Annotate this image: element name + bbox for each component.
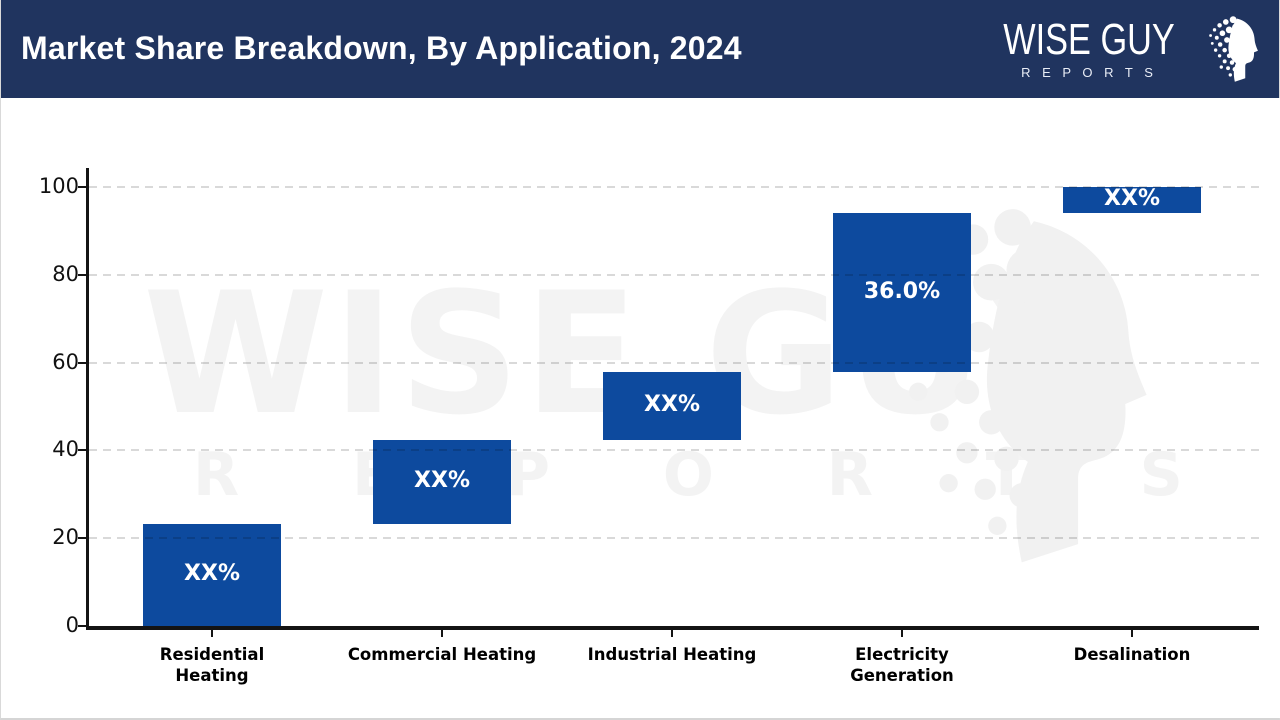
- logo-tagline: R E P O R T S: [1021, 65, 1157, 80]
- y-tick-label-80: 80: [52, 261, 79, 286]
- gridline-100: [89, 186, 1259, 188]
- y-tick-mark-20: [78, 537, 86, 540]
- category-label: Residential Heating: [159, 645, 265, 686]
- gridline-80: [89, 273, 1259, 276]
- x-tick-mark: [901, 630, 903, 637]
- logo-text: WISE GUY R E P O R T S: [979, 15, 1199, 81]
- y-tick-mark-0: [78, 625, 86, 627]
- bar-segment: [373, 439, 511, 525]
- category-label: Industrial Heating: [587, 645, 757, 664]
- y-tick-label-60: 60: [52, 349, 79, 374]
- y-tick-mark-80: [78, 273, 86, 276]
- logo-wordmark: WISE GUY: [1003, 15, 1175, 64]
- bar-segment: [603, 372, 741, 440]
- x-tick-mark: [671, 630, 673, 637]
- chart-plot-area: WISE GUY R E P O R T S 0 20 40 60 80 100 XX% Re…: [1, 98, 1280, 718]
- category-label: Commercial Heating: [347, 645, 537, 664]
- x-axis-line: [86, 626, 1259, 630]
- gridline-60: [89, 361, 1259, 364]
- gridline-40: [89, 449, 1259, 452]
- bar-value-label: XX%: [1104, 186, 1160, 212]
- x-tick-mark: [1131, 630, 1133, 637]
- gridline-20: [89, 537, 1259, 540]
- bar-segment: [143, 524, 281, 626]
- bar-value-label: XX%: [644, 392, 700, 418]
- bar-segment: [1063, 187, 1201, 214]
- x-tick-mark: [211, 630, 213, 637]
- y-tick-mark-40: [78, 449, 86, 452]
- header-bar: Market Share Breakdown, By Application, …: [1, 0, 1279, 98]
- y-tick-mark-100: [78, 186, 86, 188]
- bar-value-label: XX%: [184, 561, 240, 587]
- bar-value-label: XX%: [414, 468, 470, 493]
- y-tick-label-100: 100: [38, 174, 79, 198]
- y-tick-label-20: 20: [52, 525, 79, 550]
- y-axis-line: [86, 168, 89, 630]
- category-label: Desalination: [1073, 645, 1191, 664]
- y-tick-label-40: 40: [52, 437, 79, 462]
- category-label: Electricity Generation: [850, 645, 954, 686]
- bar-value-label: 36.0%: [863, 278, 941, 304]
- x-tick-mark: [441, 630, 443, 637]
- page-title: Market Share Breakdown, By Application, …: [21, 30, 742, 67]
- bar-segment: [833, 213, 971, 373]
- dotted-head-logo-icon: [1209, 16, 1258, 82]
- y-tick-label-0: 0: [65, 613, 79, 637]
- wise-guy-reports-logo: WISE GUY R E P O R T S: [979, 10, 1263, 88]
- y-tick-mark-60: [78, 361, 86, 364]
